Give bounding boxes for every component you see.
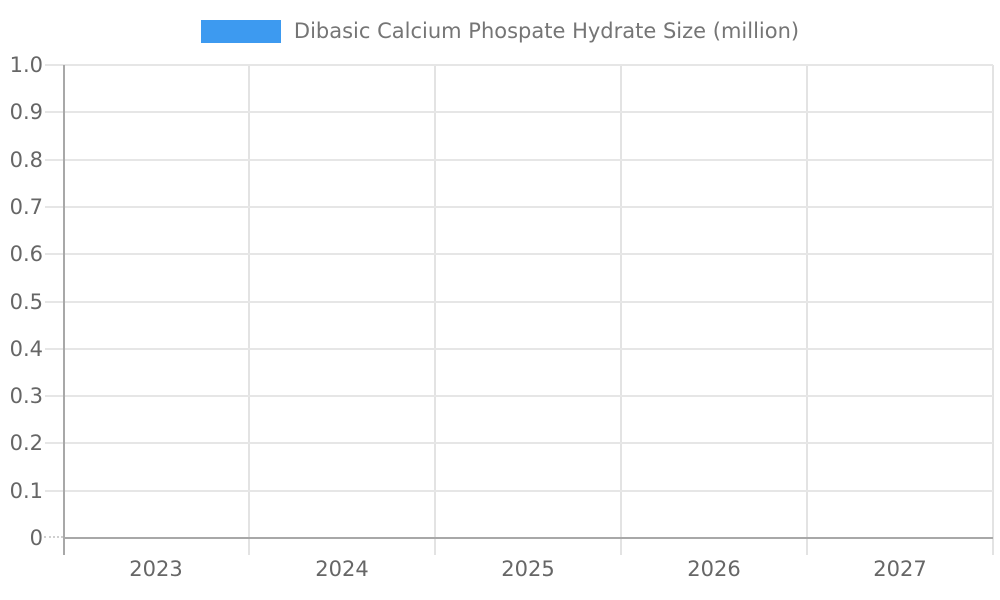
h-gridline: [45, 442, 993, 445]
v-gridline: [806, 65, 808, 555]
zero-tick: [44, 536, 63, 538]
h-gridline: [45, 489, 993, 492]
h-gridline: [45, 347, 993, 350]
y-axis-label: 0.2: [9, 431, 43, 456]
legend[interactable]: Dibasic Calcium Phospate Hydrate Size (m…: [0, 19, 1000, 43]
v-gridline: [248, 65, 250, 555]
h-gridline: [45, 300, 993, 303]
x-axis-label: 2024: [315, 557, 369, 581]
y-axis-label: 0.7: [9, 194, 43, 219]
x-axis-label: 2027: [873, 557, 927, 581]
y-axis-label: 0: [29, 526, 43, 550]
legend-label: Dibasic Calcium Phospate Hydrate Size (m…: [293, 19, 800, 43]
y-axis-label: 0.5: [9, 289, 43, 314]
x-axis-label: 2026: [687, 557, 741, 581]
h-gridline: [45, 395, 993, 398]
h-gridline: [45, 205, 993, 208]
v-gridline: [434, 65, 436, 555]
x-axis-label: 2023: [129, 557, 183, 581]
x-axis-line: [63, 537, 993, 539]
h-gridline: [45, 253, 993, 256]
y-axis-label: 0.4: [9, 336, 43, 361]
h-gridline: [45, 64, 993, 66]
h-gridline: [45, 158, 993, 161]
legend-swatch: [200, 19, 281, 43]
y-axis-label: 0.6: [9, 242, 43, 267]
v-gridline: [992, 65, 994, 555]
y-axis-label: 0.9: [9, 100, 43, 125]
h-gridline: [45, 111, 993, 114]
y-axis-label: 1.0: [9, 53, 43, 77]
x-axis-label: 2025: [501, 557, 555, 581]
y-axis-label: 0.3: [9, 384, 43, 409]
y-axis-line: [63, 65, 65, 555]
y-axis-label: 0.1: [9, 478, 43, 503]
v-gridline: [620, 65, 622, 555]
y-axis-label: 0.8: [9, 147, 43, 172]
